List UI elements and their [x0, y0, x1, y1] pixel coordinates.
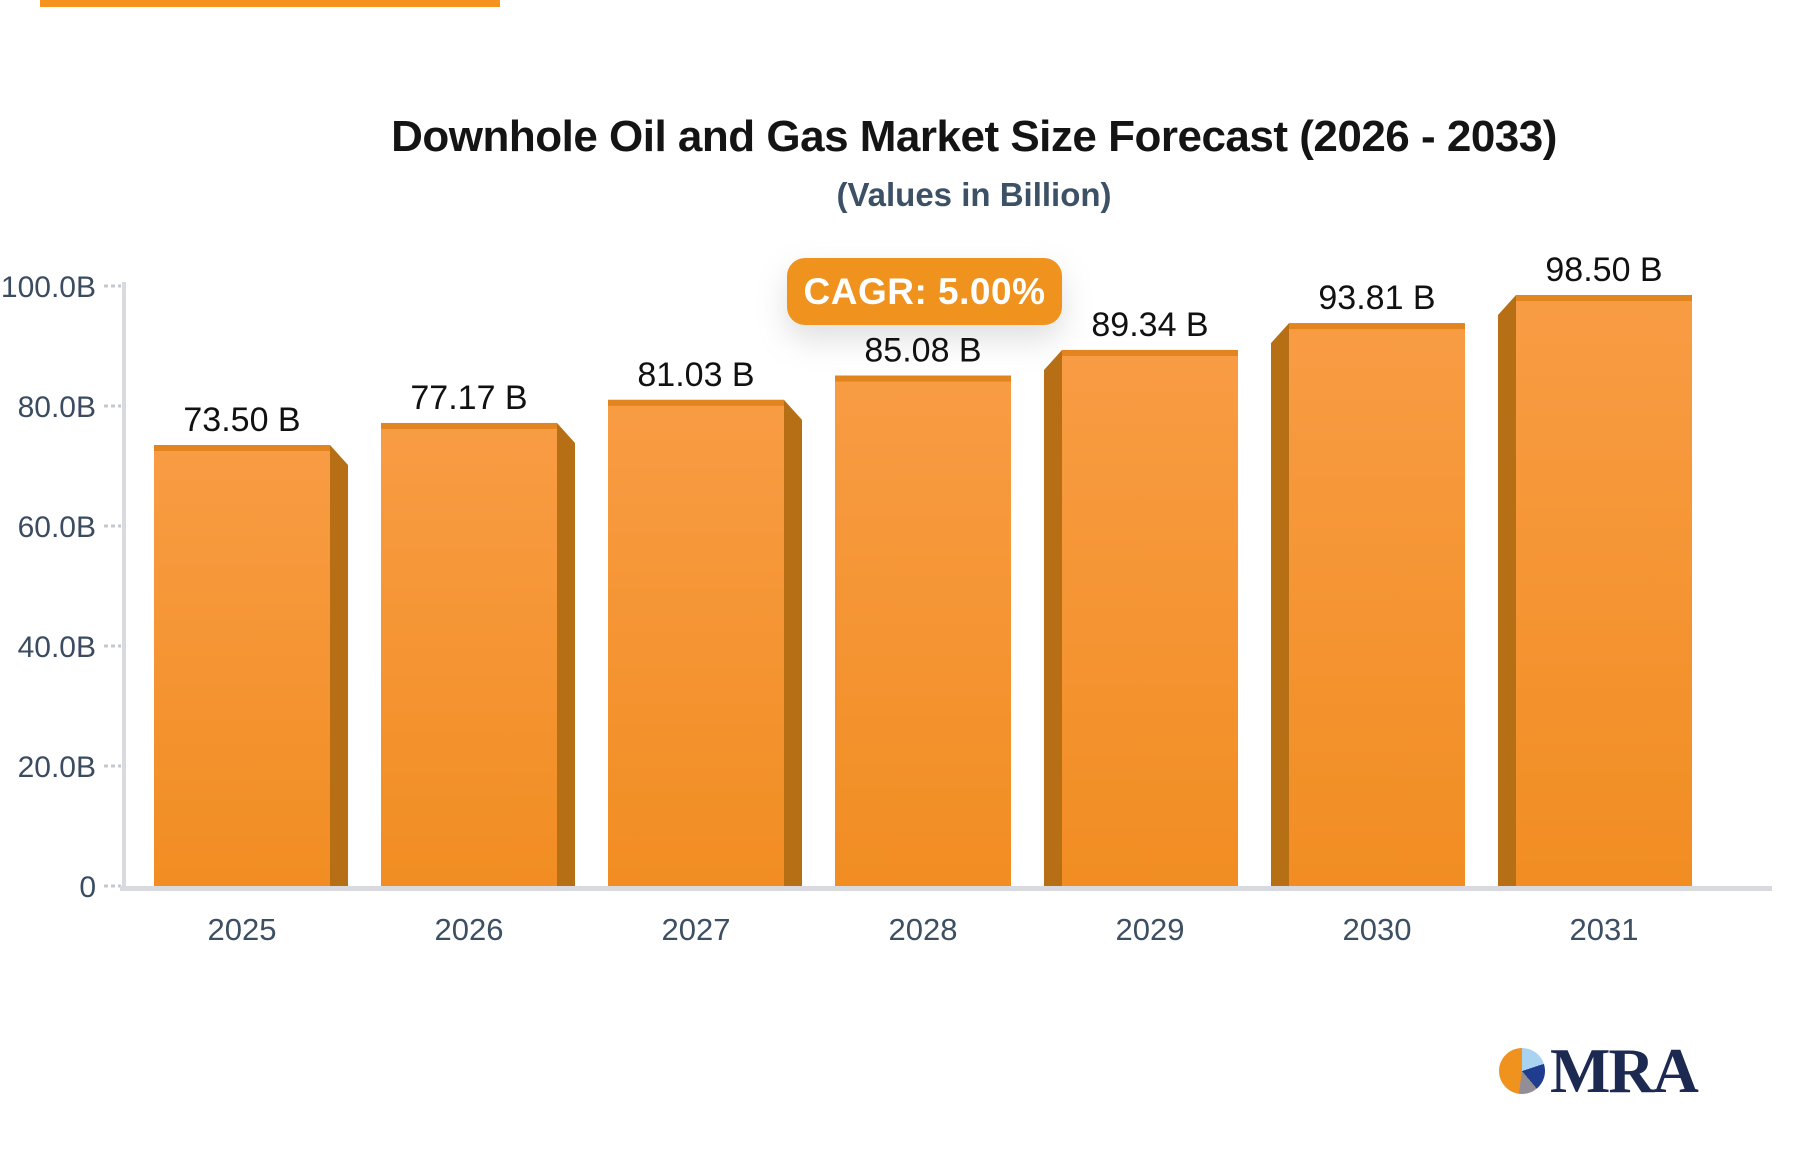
bar-2027[interactable] — [608, 399, 784, 886]
category-label-2027: 2027 — [662, 912, 731, 947]
value-label-2026: 77.17 B — [410, 379, 527, 417]
cagr-badge-label: CAGR: 5.00% — [803, 270, 1046, 312]
logo-text: MRA — [1550, 1035, 1699, 1106]
bar-2029[interactable] — [1062, 349, 1238, 887]
bar-side-2027 — [784, 399, 802, 886]
bar-2025[interactable] — [154, 445, 330, 886]
top-accent-bar — [40, 0, 500, 7]
cagr-badge: CAGR: 5.00% — [787, 258, 1062, 325]
chart-header: Downhole Oil and Gas Market Size Forecas… — [0, 112, 1800, 214]
y-tick-label-0: 0 — [79, 871, 96, 904]
value-label-2025: 73.50 B — [183, 401, 300, 439]
value-label-2031: 98.50 B — [1545, 251, 1662, 289]
bar-top-edge-2028 — [835, 375, 1011, 382]
bar-side-2026 — [557, 422, 575, 886]
bar-2028[interactable] — [835, 375, 1011, 886]
bar-top-edge-2025 — [154, 445, 330, 451]
category-label-2026: 2026 — [435, 912, 504, 947]
bar-side-2031 — [1498, 295, 1516, 886]
mra-logo: MRA — [1499, 1035, 1699, 1106]
y-tick-label-60.0B: 60.0B — [18, 511, 96, 544]
y-tick-label-20.0B: 20.0B — [18, 751, 96, 784]
bar-top-edge-2030 — [1289, 323, 1465, 330]
y-tick-label-100.0B: 100.0B — [1, 271, 96, 304]
bar-top-edge-2029 — [1062, 349, 1238, 356]
bar-2026[interactable] — [381, 422, 557, 886]
chart-title: Downhole Oil and Gas Market Size Forecas… — [391, 112, 1557, 161]
chart-subtitle: (Values in Billion) — [836, 176, 1112, 213]
category-label-2028: 2028 — [889, 912, 958, 947]
y-tick-label-40.0B: 40.0B — [18, 631, 96, 664]
x-axis-line — [120, 886, 1772, 891]
category-label-2030: 2030 — [1343, 912, 1412, 947]
bar-top-edge-2031 — [1516, 295, 1692, 301]
bar-side-2029 — [1044, 349, 1062, 887]
category-label-2025: 2025 — [208, 912, 277, 947]
bar-2031[interactable] — [1516, 295, 1692, 886]
value-label-2027: 81.03 B — [637, 356, 754, 394]
y-tick-label-80.0B: 80.0B — [18, 391, 96, 424]
bar-side-2030 — [1271, 323, 1289, 886]
value-label-2029: 89.34 B — [1091, 306, 1208, 344]
value-label-2028: 85.08 B — [864, 332, 981, 370]
category-label-2031: 2031 — [1570, 912, 1639, 947]
bar-top-edge-2026 — [381, 422, 557, 429]
bar-2030[interactable] — [1289, 323, 1465, 886]
pie-chart-logo-icon — [1499, 1048, 1545, 1094]
value-label-2030: 93.81 B — [1318, 279, 1435, 317]
bar-side-2025 — [330, 445, 348, 886]
category-label-2029: 2029 — [1116, 912, 1185, 947]
bar-top-edge-2027 — [608, 399, 784, 406]
